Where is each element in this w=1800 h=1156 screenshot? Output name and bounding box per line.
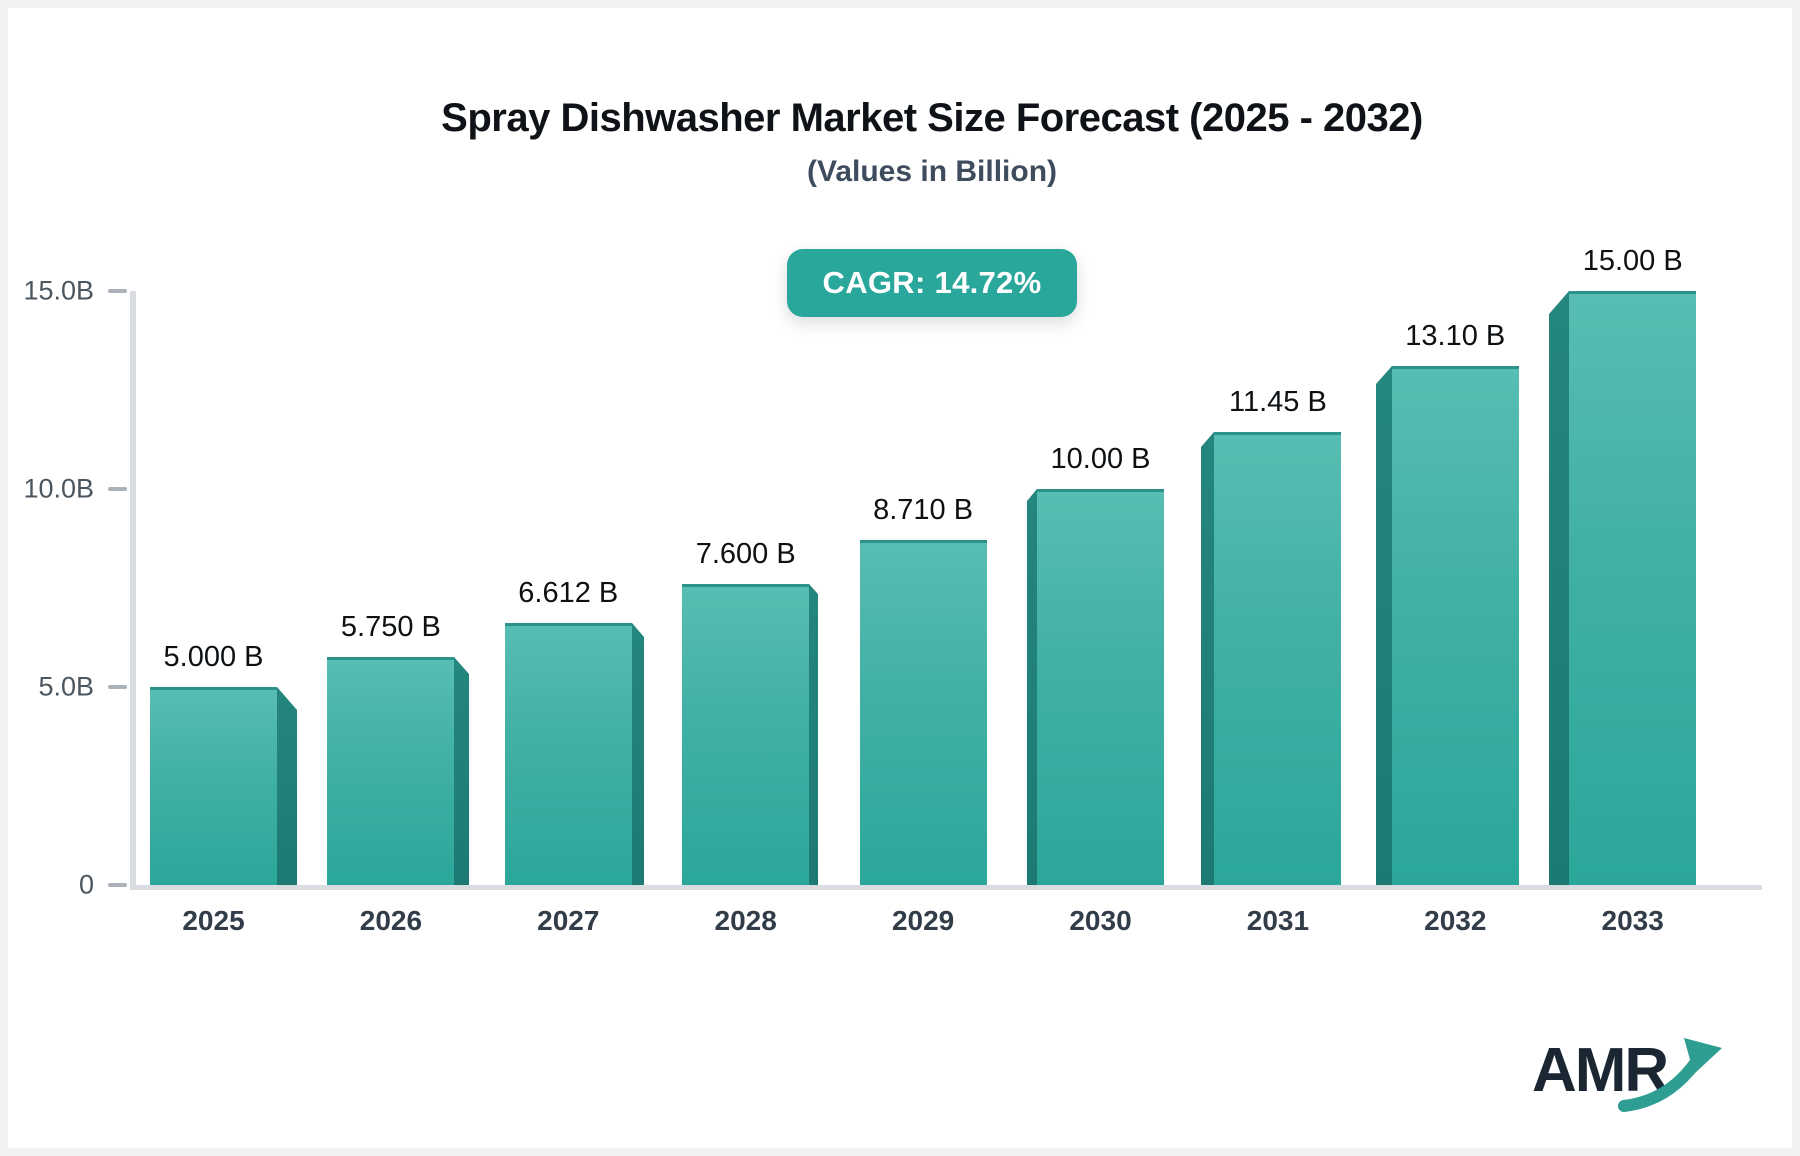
x-tick-label-2033: 2033	[1601, 905, 1664, 936]
bar-2028	[682, 584, 809, 885]
bar-3d-side	[632, 623, 644, 885]
bar-3d-side	[1027, 489, 1037, 885]
bar-3d-side	[454, 657, 469, 885]
y-tick-label: 0	[78, 869, 94, 900]
bar-2026	[327, 657, 454, 885]
growth-arrow-icon	[1618, 1038, 1722, 1112]
bar-value-label: 15.00 B	[1582, 245, 1683, 277]
bar-3d-side	[1201, 432, 1214, 885]
chart-header: Spray Dishwasher Market Size Forecast (2…	[138, 8, 1726, 317]
bar-3d-side	[277, 687, 297, 885]
bar-2027	[505, 623, 632, 885]
y-axis-tick	[108, 685, 127, 689]
bar-value-label: 6.612 B	[518, 577, 619, 609]
x-tick-label-2027: 2027	[537, 905, 600, 936]
page-title: Spray Dishwasher Market Size Forecast (2…	[441, 96, 1423, 140]
y-tick-label: 10.0B	[23, 473, 94, 504]
x-tick-label-2025: 2025	[182, 905, 245, 936]
bar-value-label: 5.000 B	[163, 641, 264, 673]
y-tick-label: 5.0B	[38, 671, 94, 702]
x-tick-label-2032: 2032	[1424, 905, 1487, 936]
bar-3d-side	[1376, 366, 1392, 885]
bar-2033	[1569, 291, 1696, 885]
x-tick-label-2031: 2031	[1246, 905, 1310, 936]
chart-card: 15.0B 10.0B 5.0B 0 5.000 B 2025 5.750 B 2026 6.6…	[8, 8, 1792, 1148]
x-tick-label-2029: 2029	[891, 905, 955, 936]
bar-value-label: 11.45 B	[1228, 386, 1327, 418]
amr-logo-text: AMR	[1532, 1036, 1669, 1105]
bar-2029	[860, 540, 987, 885]
bar-3d-side	[1549, 291, 1569, 885]
bar-value-label: 13.10 B	[1405, 320, 1506, 352]
bar-2031	[1214, 432, 1341, 885]
bar-value-label: 10.00 B	[1050, 443, 1151, 475]
x-tick-label-2028: 2028	[714, 905, 777, 936]
y-axis-line	[130, 291, 136, 890]
y-axis-tick	[108, 883, 127, 887]
plot-area: 15.0B 10.0B 5.0B 0 5.000 B 2025 5.750 B 2026 6.6…	[8, 8, 1800, 1148]
y-axis-tick	[108, 487, 127, 491]
y-axis-tick	[108, 289, 127, 293]
bar-value-label: 7.600 B	[695, 538, 796, 570]
cagr-badge: CAGR: 14.72%	[786, 249, 1078, 317]
x-tick-label-2030: 2030	[1069, 905, 1132, 936]
x-tick-label-2026: 2026	[359, 905, 423, 936]
x-axis-line	[130, 885, 1762, 890]
bar-value-label: 8.710 B	[873, 494, 974, 526]
y-tick-label: 15.0B	[23, 275, 94, 306]
bar-2030	[1037, 489, 1164, 885]
chart-subtitle: (Values in Billion)	[806, 155, 1058, 188]
bar-2032	[1392, 366, 1519, 885]
amr-logo: AMR	[1532, 1036, 1732, 1130]
bar-3d-side	[809, 584, 818, 885]
bar-value-label: 5.750 B	[340, 611, 441, 643]
bar-2025	[150, 687, 277, 885]
